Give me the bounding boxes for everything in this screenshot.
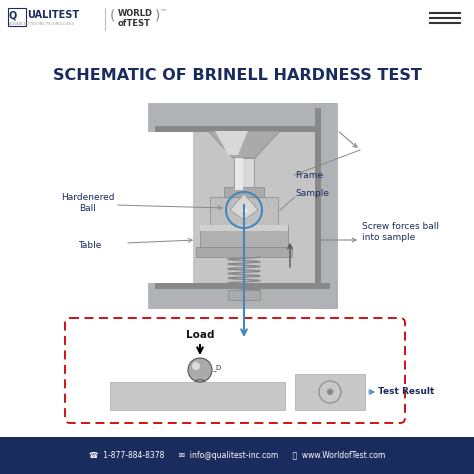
Text: ☎  1-877-884-8378      ✉  info@qualitest-inc.com      ⓘ  www.WorldofTest.com: ☎ 1-877-884-8378 ✉ info@qualitest-inc.co… [89, 450, 385, 459]
Text: ADVANCED TESTING TECHNOLOGIES: ADVANCED TESTING TECHNOLOGIES [9, 22, 74, 26]
Text: (: ( [110, 8, 116, 22]
Polygon shape [215, 131, 248, 155]
Circle shape [192, 362, 200, 370]
Bar [210, 197, 278, 225]
Text: Table: Table [78, 240, 102, 249]
Text: Test Result: Test Result [378, 388, 434, 396]
Text: SCHEMATIC OF BRINELL HARDNESS TEST: SCHEMATIC OF BRINELL HARDNESS TEST [53, 68, 421, 83]
Bar [0, 437, 474, 474]
Text: Load: Load [186, 330, 214, 340]
Bar [234, 158, 254, 190]
Text: Frame: Frame [295, 171, 323, 180]
Text: ): ) [155, 8, 160, 22]
Bar [155, 283, 330, 289]
Text: UALITEST: UALITEST [27, 10, 79, 20]
Bar [110, 382, 285, 410]
Bar [148, 103, 336, 131]
Polygon shape [208, 131, 280, 158]
Bar [200, 225, 288, 231]
Bar [193, 131, 315, 283]
Text: ™: ™ [160, 8, 167, 14]
Bar [196, 247, 292, 257]
Text: D: D [215, 365, 220, 371]
Bar [228, 290, 260, 300]
Text: Q: Q [9, 10, 17, 20]
Bar [235, 158, 243, 190]
Text: WORLD
ofTEST: WORLD ofTEST [118, 9, 153, 28]
Circle shape [188, 358, 212, 382]
Circle shape [327, 389, 333, 395]
Text: Hardenered
Ball: Hardenered Ball [61, 193, 115, 213]
Text: Screw forces ball
into sample: Screw forces ball into sample [362, 222, 439, 242]
Bar [224, 187, 264, 197]
Bar [315, 108, 321, 303]
Bar [295, 374, 365, 410]
Bar [315, 103, 337, 308]
Bar [155, 126, 330, 132]
Text: Sample: Sample [295, 189, 329, 198]
Polygon shape [230, 194, 258, 220]
Bar [148, 283, 336, 308]
Bar [200, 225, 288, 247]
Bar [8, 8, 26, 26]
